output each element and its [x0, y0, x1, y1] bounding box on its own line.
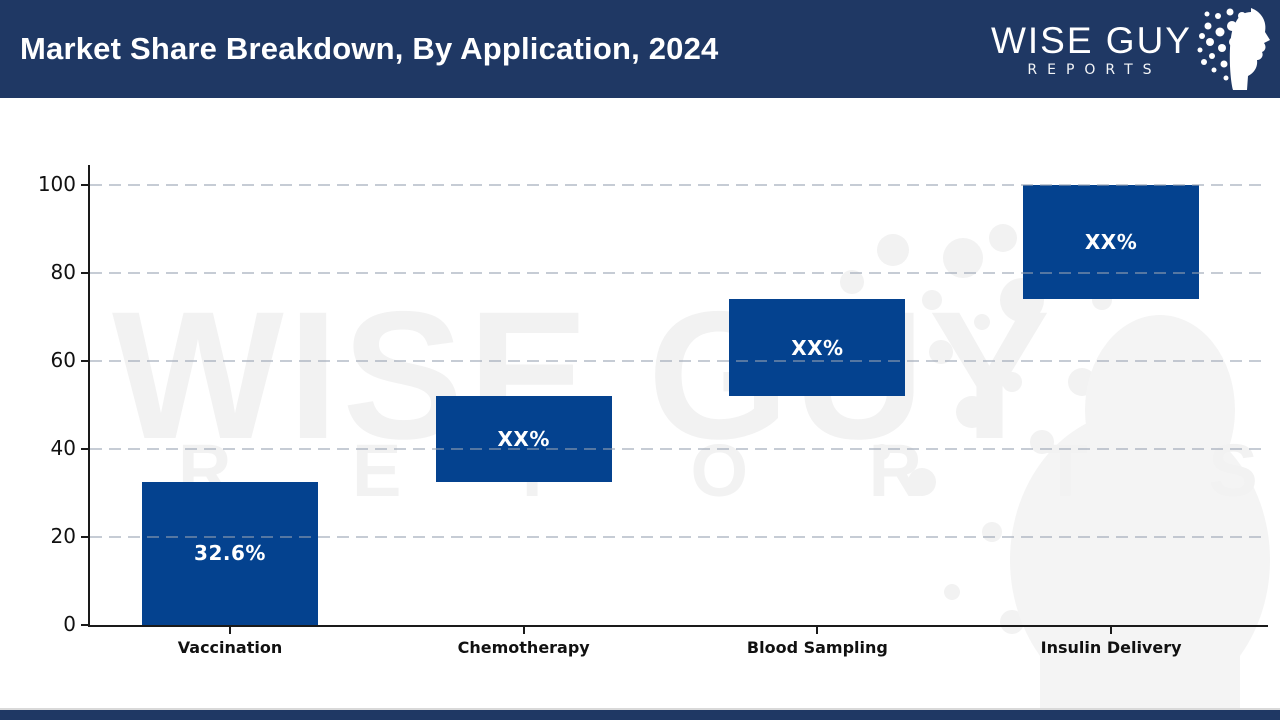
bar-chemotherapy: XX%	[435, 396, 612, 482]
bottom-rule	[0, 708, 1280, 710]
bar-value-label: XX%	[791, 335, 844, 360]
x-axis-tick	[522, 627, 525, 634]
gridline	[90, 272, 1262, 274]
x-axis-tick	[816, 627, 819, 634]
bar-value-label: XX%	[1084, 230, 1138, 255]
y-axis-tick	[81, 184, 88, 186]
watermark-line2: R E P O R T S	[178, 429, 1280, 512]
bar-insulin-delivery: XX%	[1023, 185, 1200, 300]
brand-subname: REPORTS	[1027, 61, 1162, 78]
y-axis-line	[88, 165, 90, 627]
x-axis-tick	[229, 627, 231, 634]
y-axis-tick	[81, 536, 88, 538]
x-axis-line	[88, 625, 1268, 627]
x-category-label: Insulin Delivery	[1040, 638, 1182, 657]
y-axis-tick	[81, 272, 88, 274]
x-axis-tick	[1110, 627, 1113, 634]
y-axis-tick	[81, 624, 88, 626]
bar-blood-sampling: XX%	[729, 299, 906, 397]
x-category-label: Vaccination	[177, 638, 283, 657]
brand-name: WISE GUY	[990, 19, 1192, 61]
footer-bar	[0, 710, 1280, 720]
y-axis-tick	[81, 360, 88, 362]
bar-vaccination: 32.6%	[142, 481, 318, 625]
brand-logo: WISE GUY REPORTS	[991, 6, 1270, 92]
chart-area: 0 20 40 60 80 100 32.6% Vaccination XX% Chemother…	[0, 98, 1280, 708]
y-axis-tick-label: 60	[50, 348, 76, 372]
page-title: Market Share Breakdown, By Application, …	[20, 31, 719, 66]
y-axis-tick	[81, 448, 88, 450]
gridline	[90, 184, 1262, 186]
brand-logo-text: WISE GUY REPORTS	[991, 22, 1192, 77]
brand-head-icon	[1197, 8, 1270, 90]
y-axis-tick-label: 80	[50, 260, 76, 284]
header-bar: Market Share Breakdown, By Application, …	[0, 0, 1280, 98]
y-axis-tick-label: 40	[50, 436, 76, 460]
gridline	[90, 536, 1262, 538]
x-category-label: Chemotherapy	[457, 638, 590, 657]
y-axis-tick-label: 20	[50, 524, 76, 548]
gridline	[90, 360, 1262, 362]
y-axis-tick-label: 0	[63, 612, 76, 636]
y-axis-tick-label: 100	[37, 172, 76, 196]
x-category-label: Blood Sampling	[746, 638, 888, 657]
bar-value-label: 32.6%	[194, 541, 266, 566]
gridline	[90, 448, 1262, 450]
bar-value-label: XX%	[497, 426, 550, 451]
